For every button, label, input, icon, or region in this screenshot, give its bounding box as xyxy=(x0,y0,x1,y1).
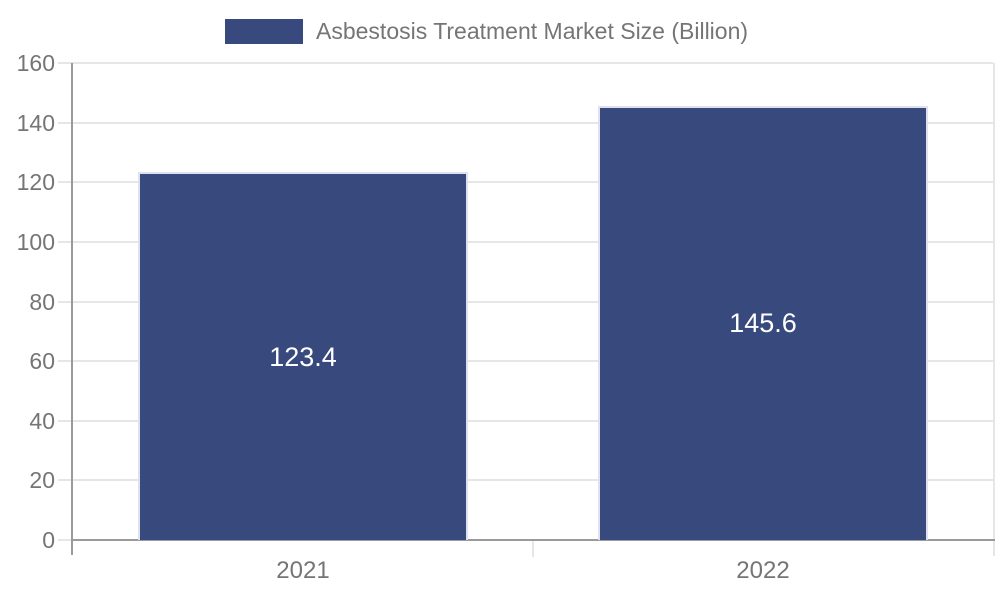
y-tick-mark xyxy=(58,360,73,363)
y-tick-mark xyxy=(58,479,73,482)
plot-area: 0 20 40 60 80 100 120 140 160 123.4 2021 145.6 2022 xyxy=(17,50,995,584)
bar-value-label: 123.4 xyxy=(269,341,337,372)
y-gridline xyxy=(73,240,993,243)
y-axis-tick-label: 60 xyxy=(29,348,55,375)
bar[interactable]: 145.6 xyxy=(598,105,928,540)
bar[interactable]: 123.4 xyxy=(138,172,468,540)
y-tick-mark xyxy=(58,240,73,243)
legend-label: Asbestosis Treatment Market Size (Billio… xyxy=(316,18,749,44)
x-axis-tick-label: 2022 xyxy=(736,557,790,584)
bar-value-label: 145.6 xyxy=(729,308,797,339)
y-axis-tick-label: 20 xyxy=(29,467,55,494)
y-gridline xyxy=(73,360,993,363)
y-tick-mark xyxy=(58,181,73,184)
y-axis-tick-label: 120 xyxy=(16,169,55,196)
x-axis-tick-label: 2021 xyxy=(276,557,330,584)
y-axis-tick-label: 160 xyxy=(16,50,55,76)
y-axis-tick-label: 0 xyxy=(42,527,55,553)
y-tick-mark xyxy=(58,121,73,124)
y-gridline xyxy=(73,419,993,422)
y-tick-mark xyxy=(58,539,73,541)
plot-right-gridline xyxy=(993,63,995,556)
x-axis-category-tick xyxy=(532,540,534,557)
y-gridline xyxy=(73,181,993,184)
y-gridline xyxy=(73,479,993,482)
legend-swatch xyxy=(225,19,303,44)
y-gridline xyxy=(73,121,993,124)
x-axis-line xyxy=(71,539,995,541)
y-axis-tick-label: 80 xyxy=(29,288,55,315)
y-axis-tick-label: 140 xyxy=(16,109,55,136)
y-axis-tick-label: 40 xyxy=(29,407,55,434)
y-axis-tick-label: 100 xyxy=(16,228,55,255)
y-gridline xyxy=(73,62,993,64)
legend[interactable]: Asbestosis Treatment Market Size (Billio… xyxy=(225,18,748,45)
y-tick-mark xyxy=(58,300,73,303)
y-axis-line xyxy=(71,63,73,555)
y-gridline xyxy=(73,300,993,303)
y-tick-mark xyxy=(58,419,73,422)
y-tick-mark xyxy=(58,62,73,64)
